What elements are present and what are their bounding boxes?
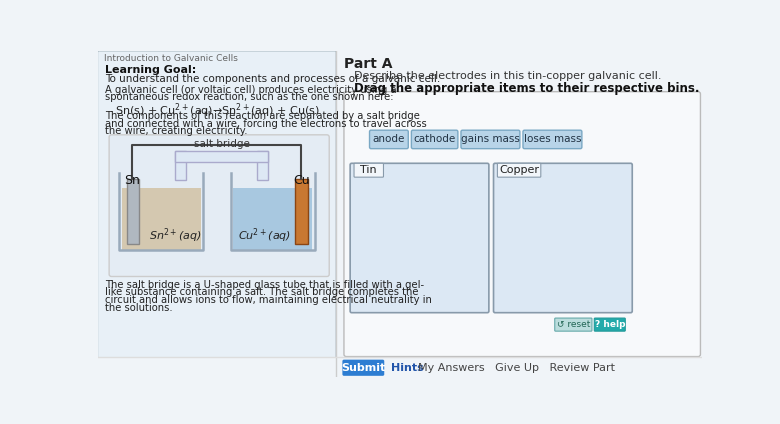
Text: gains mass: gains mass [461,134,519,145]
FancyBboxPatch shape [555,318,592,331]
Text: and connected with a wire, forcing the electrons to travel across: and connected with a wire, forcing the e… [105,119,427,128]
Bar [127,179,139,244]
Text: Submit: Submit [341,363,385,373]
FancyBboxPatch shape [411,130,458,149]
Text: ↺ reset: ↺ reset [557,320,590,329]
FancyBboxPatch shape [523,130,582,149]
Text: Tin: Tin [360,165,377,175]
Text: Sn: Sn [125,174,140,187]
Text: ? help: ? help [594,320,625,329]
Bar [122,188,200,250]
FancyBboxPatch shape [109,135,329,276]
Bar [175,151,268,162]
Text: Describe the electrodes in this tin-copper galvanic cell.: Describe the electrodes in this tin-copp… [354,71,661,81]
Text: like substance containing a salt. The salt bridge completes the: like substance containing a salt. The sa… [105,287,419,297]
Bar [257,151,268,180]
Text: salt bridge: salt bridge [193,139,250,149]
Text: Hints: Hints [392,363,424,373]
Text: Drag the appropriate items to their respective bins.: Drag the appropriate items to their resp… [354,82,700,95]
FancyBboxPatch shape [494,163,633,312]
Text: Sn$^{2+}$(aq): Sn$^{2+}$(aq) [149,226,201,245]
Text: cathode: cathode [413,134,456,145]
Text: Introduction to Galvanic Cells: Introduction to Galvanic Cells [104,54,238,63]
FancyBboxPatch shape [98,51,336,376]
Text: The components of this reaction are separated by a salt bridge: The components of this reaction are sepa… [105,111,420,121]
Text: the wire, creating electricity.: the wire, creating electricity. [105,126,248,137]
Text: circuit and allows ions to flow, maintaining electrical neutrality in: circuit and allows ions to flow, maintai… [105,295,432,305]
FancyBboxPatch shape [370,130,408,149]
FancyBboxPatch shape [461,130,520,149]
FancyBboxPatch shape [498,163,541,177]
Text: My Answers   Give Up   Review Part: My Answers Give Up Review Part [417,363,615,373]
Text: Part A: Part A [344,57,392,71]
FancyBboxPatch shape [354,163,384,177]
Text: Copper: Copper [499,165,539,175]
Bar [233,188,312,250]
Bar [295,179,307,244]
FancyBboxPatch shape [350,163,489,312]
Bar [98,357,702,377]
Text: Learning Goal:: Learning Goal: [105,65,197,75]
Text: To understand the components and processes of a galvanic cell.: To understand the components and process… [105,74,441,84]
FancyBboxPatch shape [342,360,385,376]
Text: The salt bridge is a U-shaped glass tube that is filled with a gel-: The salt bridge is a U-shaped glass tube… [105,279,424,290]
Text: spontaneous redox reaction, such as the one shown here:: spontaneous redox reaction, such as the … [105,92,394,103]
Text: Sn(s) + Cu$^{2+}$(aq)→Sn$^{2+}$(aq) + Cu(s): Sn(s) + Cu$^{2+}$(aq)→Sn$^{2+}$(aq) + Cu… [115,102,320,120]
Text: Cu$^{2+}$(aq): Cu$^{2+}$(aq) [239,226,292,245]
Text: Cu: Cu [293,174,310,187]
Text: loses mass: loses mass [523,134,581,145]
Bar [175,151,186,180]
Text: anode: anode [373,134,405,145]
Text: the solutions.: the solutions. [105,303,173,312]
FancyBboxPatch shape [594,318,626,331]
FancyBboxPatch shape [344,92,700,357]
Text: A galvanic cell (or voltaic cell) produces electricity using a: A galvanic cell (or voltaic cell) produc… [105,85,397,95]
